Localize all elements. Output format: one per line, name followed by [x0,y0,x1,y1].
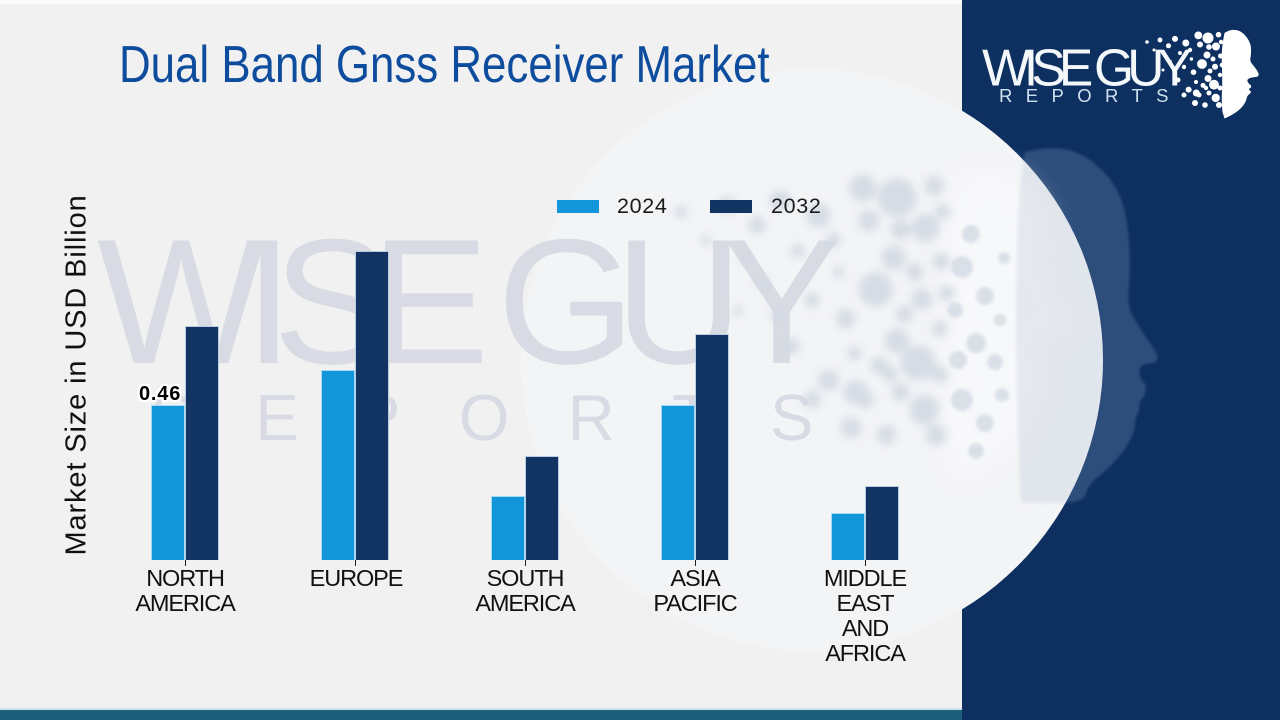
svg-text:WISE GUY: WISE GUY [982,39,1192,97]
svg-text:REPORTS: REPORTS [150,381,872,454]
svg-text:REPORTS: REPORTS [999,85,1182,106]
